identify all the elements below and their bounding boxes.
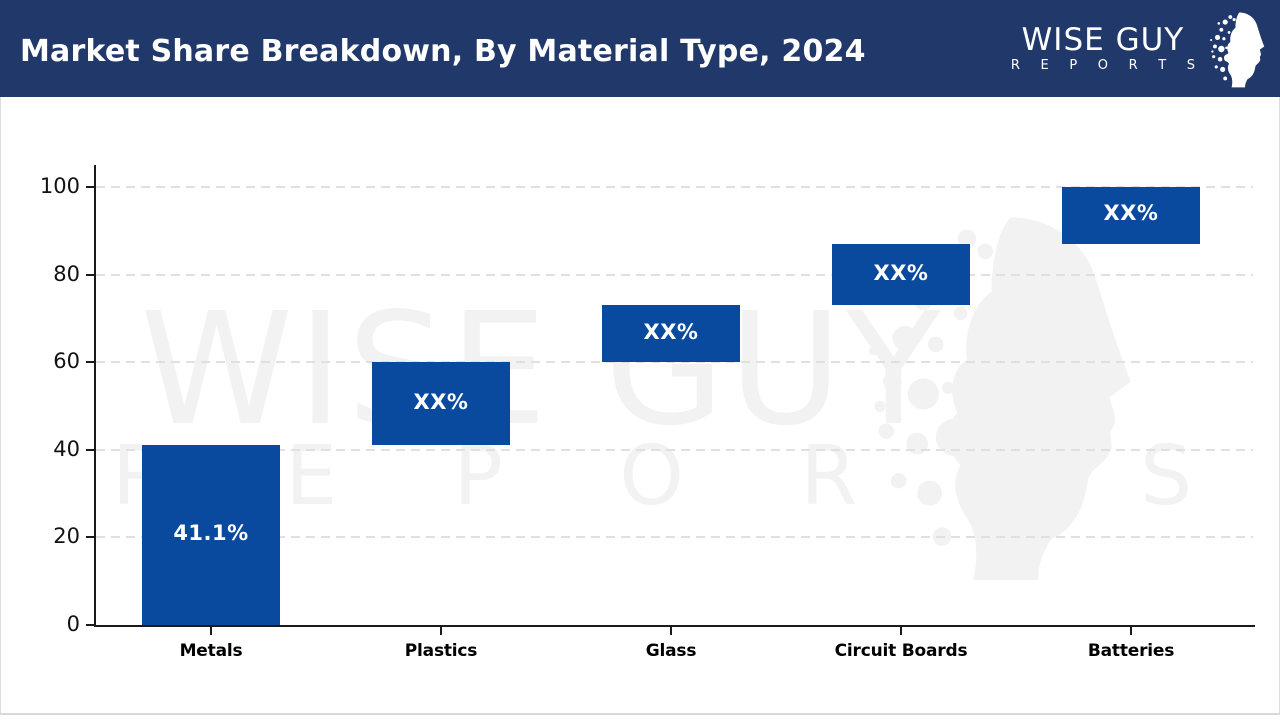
y-tick-label-0: 0 xyxy=(66,612,80,636)
x-axis-line xyxy=(94,625,1255,627)
y-tick-80 xyxy=(86,273,95,276)
gridline-20 xyxy=(96,536,1253,539)
bar-circuit-boards xyxy=(832,243,970,306)
x-tick-plastics xyxy=(440,627,442,635)
gridline-60 xyxy=(96,361,1253,364)
x-tick-batteries xyxy=(1130,627,1132,635)
gridline-40 xyxy=(96,448,1253,451)
gridline-80 xyxy=(96,273,1253,276)
header: Market Share Breakdown, By Material Type… xyxy=(0,0,1280,97)
bar-batteries xyxy=(1062,187,1200,244)
bar-plastics xyxy=(372,362,510,445)
y-tick-40 xyxy=(86,448,95,451)
x-tick-label-batteries: Batteries xyxy=(1087,641,1175,661)
y-axis-line xyxy=(94,165,96,627)
y-tick-label-40: 40 xyxy=(53,436,80,461)
y-tick-label-20: 20 xyxy=(53,524,80,549)
logo-wordmark: WISE GUY xyxy=(1021,21,1185,58)
x-tick-circuit-boards xyxy=(900,627,902,635)
wiseguy-logo: WISE GUY R E P O R T S xyxy=(1002,9,1270,89)
y-tick-0 xyxy=(86,624,95,626)
y-tick-label-80: 80 xyxy=(53,261,80,286)
page-title: Market Share Breakdown, By Material Type… xyxy=(20,34,866,69)
x-tick-label-plastics: Plastics xyxy=(404,641,478,661)
x-tick-label-circuit-boards: Circuit Boards xyxy=(834,641,968,661)
y-tick-label-100: 100 xyxy=(39,174,80,198)
x-tick-label-metals: Metals xyxy=(179,641,243,661)
logo-subtitle: R E P O R T S xyxy=(1010,58,1204,74)
x-tick-label-glass: Glass xyxy=(645,641,697,661)
watermark-wordmark: WISE GUY xyxy=(140,279,945,460)
bar-glass xyxy=(602,305,740,363)
bar-label-circuit-boards: XX% xyxy=(873,260,929,285)
bar-label-batteries: XX% xyxy=(1103,201,1159,226)
bar-label-glass: XX% xyxy=(643,319,699,344)
bar-label-metals: 41.1% xyxy=(173,520,249,545)
bar-label-plastics: XX% xyxy=(413,389,469,414)
gridline-100 xyxy=(96,186,1253,188)
x-tick-glass xyxy=(670,627,672,635)
logo-text: WISE GUY R E P O R T S xyxy=(1002,24,1204,74)
y-tick-label-60: 60 xyxy=(53,349,80,374)
x-tick-metals xyxy=(210,627,212,635)
y-tick-60 xyxy=(86,361,95,364)
bar-metals xyxy=(142,444,280,625)
y-tick-100 xyxy=(86,186,95,188)
y-tick-20 xyxy=(86,536,95,539)
